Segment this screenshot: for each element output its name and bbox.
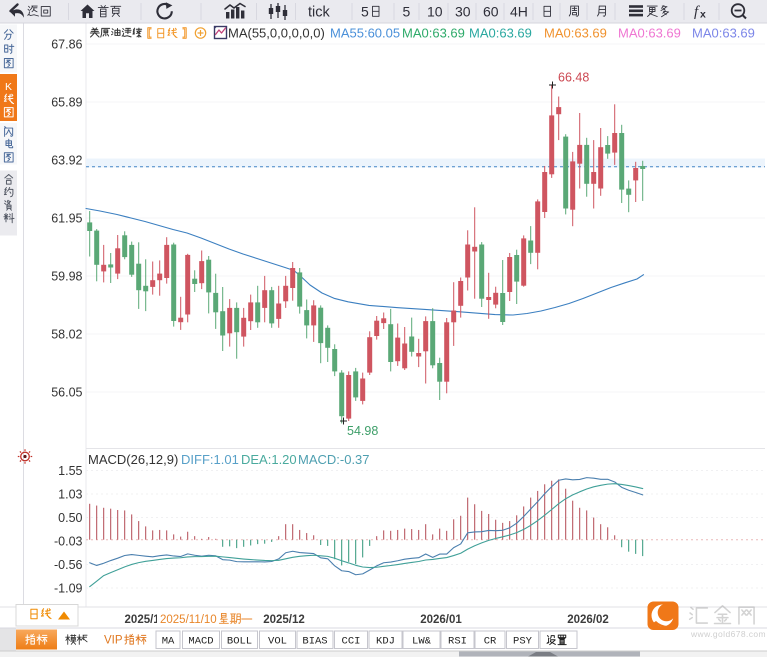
svg-text:MA0:63.69: MA0:63.69	[544, 26, 607, 41]
svg-text:VIP: VIP	[104, 635, 123, 647]
svg-text:MA0:63.69: MA0:63.69	[469, 26, 532, 41]
svg-text:2025/11: 2025/11	[125, 614, 167, 626]
svg-text:KDJ: KDJ	[376, 636, 395, 648]
svg-text:54.98: 54.98	[347, 424, 378, 438]
svg-text:56.05: 56.05	[51, 385, 82, 399]
svg-text:60: 60	[483, 4, 499, 20]
svg-text:30: 30	[455, 4, 471, 20]
svg-text:RSI: RSI	[448, 636, 467, 648]
svg-text:61.95: 61.95	[51, 211, 82, 225]
svg-text:MA0:63.69: MA0:63.69	[692, 26, 755, 41]
svg-text:2026/01: 2026/01	[420, 614, 462, 626]
svg-text:-1.09: -1.09	[54, 581, 83, 595]
svg-text:LW&: LW&	[412, 636, 432, 648]
svg-text:5: 5	[403, 4, 411, 20]
svg-text:BOLL: BOLL	[227, 636, 252, 648]
svg-text:63.92: 63.92	[51, 153, 82, 167]
svg-text:CR: CR	[484, 636, 497, 648]
svg-text:VOL: VOL	[268, 636, 287, 648]
svg-text:MACD(26,12,9): MACD(26,12,9)	[88, 452, 178, 467]
svg-text:2025/11/10: 2025/11/10	[160, 614, 217, 626]
svg-text:1.55: 1.55	[58, 464, 82, 478]
svg-text:1.03: 1.03	[58, 487, 82, 501]
svg-text:MA: MA	[162, 636, 175, 648]
svg-text:tick: tick	[308, 5, 331, 21]
svg-text:66.48: 66.48	[558, 71, 589, 85]
svg-text:DEA:1.20: DEA:1.20	[241, 452, 297, 467]
svg-text:MA55:60.05: MA55:60.05	[330, 26, 400, 41]
svg-text:10: 10	[427, 4, 443, 20]
svg-text:CCI: CCI	[342, 636, 361, 648]
svg-text:x: x	[700, 9, 706, 21]
svg-text:MA(55,0,0,0,0,0): MA(55,0,0,0,0,0)	[228, 26, 325, 41]
svg-text:0.50: 0.50	[58, 511, 82, 525]
svg-text:67.86: 67.86	[51, 37, 82, 51]
svg-text:4H: 4H	[510, 4, 528, 20]
svg-text:-0.03: -0.03	[54, 534, 83, 548]
svg-text:MACD: MACD	[188, 636, 213, 648]
svg-text:f: f	[694, 4, 700, 20]
svg-text:2026/02: 2026/02	[567, 614, 609, 626]
svg-text:5: 5	[361, 4, 369, 20]
svg-text:BIAS: BIAS	[302, 636, 327, 648]
svg-text:MACD:-0.37: MACD:-0.37	[298, 452, 370, 467]
svg-text:MA0:63.69: MA0:63.69	[402, 26, 465, 41]
svg-text:DIFF:1.01: DIFF:1.01	[181, 452, 239, 467]
svg-text:www.gold678.com: www.gold678.com	[690, 629, 766, 639]
svg-text:58.02: 58.02	[51, 327, 82, 341]
svg-text:65.89: 65.89	[51, 95, 82, 109]
svg-text:PSY: PSY	[513, 636, 533, 648]
svg-text:MA0:63.69: MA0:63.69	[618, 26, 681, 41]
svg-text:-0.56: -0.56	[54, 558, 83, 572]
svg-text:K: K	[5, 81, 12, 93]
svg-text:59.98: 59.98	[51, 269, 82, 283]
svg-text:2025/12: 2025/12	[263, 614, 305, 626]
